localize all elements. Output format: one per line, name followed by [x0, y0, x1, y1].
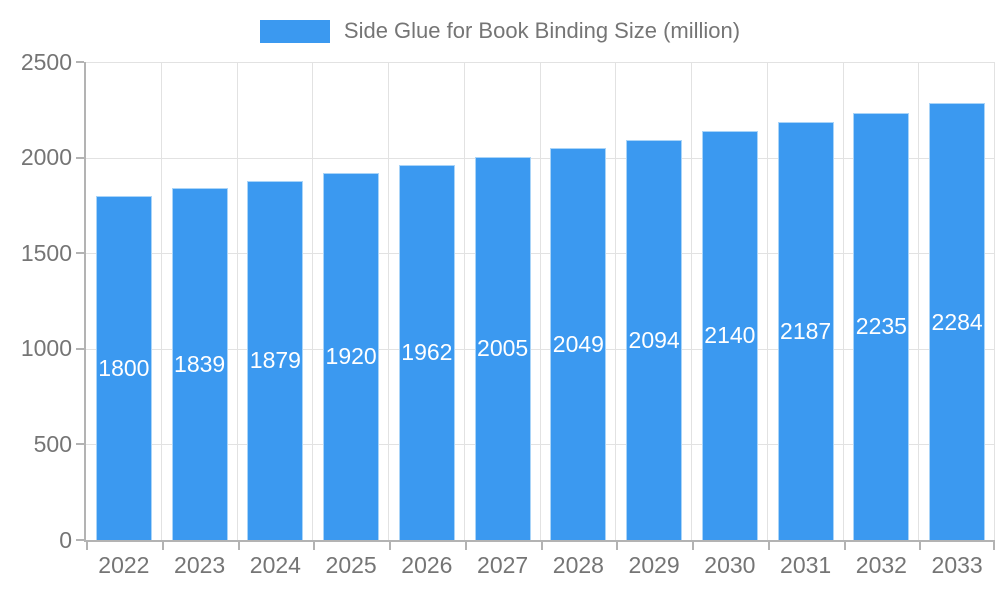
- bar-value-label: 2187: [780, 317, 832, 344]
- x-axis-tick-label: 2022: [98, 552, 150, 578]
- bar: 2187: [777, 121, 834, 540]
- bar: 2140: [701, 130, 758, 540]
- x-axis-tick-label: 2027: [477, 552, 529, 578]
- x-gridline: [539, 62, 541, 540]
- x-gridline: [615, 62, 617, 540]
- bar: 1920: [323, 172, 380, 540]
- x-axis-tick-mark: [389, 542, 391, 550]
- y-gridline: [86, 253, 995, 255]
- x-axis-tick-mark: [843, 542, 846, 550]
- bar: 1839: [171, 188, 228, 540]
- y-axis-tick-label: 500: [33, 430, 72, 457]
- y-axis-tick-mark: [76, 156, 84, 159]
- bar-value-label: 2049: [552, 331, 604, 358]
- x-axis-tick-label: 2030: [704, 552, 756, 578]
- x-gridline: [160, 62, 162, 540]
- x-axis-tick-mark: [692, 542, 694, 550]
- bar: 2284: [929, 103, 986, 540]
- bar-value-label: 1800: [98, 354, 150, 381]
- bar-value-label: 1879: [249, 347, 301, 374]
- y-axis-tick-label: 2000: [20, 144, 72, 171]
- x-axis-tick-mark: [919, 542, 922, 550]
- bar-value-label: 2284: [931, 308, 983, 335]
- x-gridline: [236, 62, 238, 540]
- x-axis-tick-mark: [616, 542, 619, 550]
- bar-value-label: 2140: [704, 322, 756, 349]
- y-gridline: [86, 62, 995, 63]
- x-axis-tick-label: 2032: [855, 552, 907, 578]
- y-axis-tick-label: 1500: [20, 239, 72, 266]
- x-axis-tick-label: 2033: [931, 552, 983, 578]
- x-axis-tick-mark: [993, 542, 995, 550]
- y-axis-tick-mark: [76, 61, 84, 63]
- bar: 2094: [626, 139, 683, 540]
- x-axis-tick-label: 2031: [780, 552, 832, 578]
- bar-value-label: 2235: [855, 313, 907, 340]
- bar: 1962: [398, 164, 455, 540]
- x-gridline: [994, 62, 995, 540]
- x-axis-tick-mark: [540, 542, 543, 550]
- x-axis-tick-label: 2025: [325, 552, 377, 578]
- x-axis-tick-label: 2024: [249, 552, 301, 578]
- legend-label: Side Glue for Book Binding Size (million…: [343, 18, 741, 43]
- bar-value-label: 2094: [628, 326, 680, 353]
- x-axis-tick-label: 2029: [628, 552, 680, 578]
- x-axis-tick-mark: [86, 542, 88, 550]
- bar: 2005: [474, 156, 531, 540]
- bar-value-label: 1920: [325, 343, 377, 370]
- y-axis-tick-mark: [76, 443, 84, 446]
- legend-item[interactable]: Side Glue for Book Binding Size (million…: [0, 18, 1000, 44]
- x-gridline: [463, 62, 465, 540]
- bar: 2049: [550, 148, 607, 540]
- legend-color-swatch-icon: [259, 19, 330, 43]
- x-axis-tick-label: 2023: [174, 552, 226, 578]
- bar-value-label: 1962: [401, 339, 453, 366]
- y-gridline: [86, 444, 995, 446]
- x-axis-tick-label: 2028: [552, 552, 604, 578]
- x-axis-line: [84, 540, 995, 542]
- y-axis-tick-label: 2500: [20, 48, 72, 75]
- bar-value-label: 2005: [477, 335, 529, 362]
- x-axis-tick-mark: [767, 542, 770, 550]
- x-gridline: [312, 62, 314, 540]
- x-axis-tick-mark: [161, 542, 164, 550]
- bar: 2235: [853, 112, 910, 540]
- x-axis-tick-mark: [237, 542, 240, 550]
- x-axis-tick-label: 2026: [401, 552, 453, 578]
- y-axis-tick-label: 0: [59, 526, 72, 553]
- y-gridline: [86, 348, 995, 350]
- bar: 1879: [247, 180, 304, 540]
- y-axis-tick-mark: [76, 539, 84, 541]
- x-gridline: [691, 62, 692, 540]
- x-gridline: [388, 62, 389, 540]
- y-axis-tick-mark: [76, 347, 84, 350]
- y-axis-line: [84, 62, 86, 540]
- y-axis-tick-label: 1000: [20, 335, 72, 362]
- x-axis-tick-mark: [313, 542, 316, 550]
- x-gridline: [842, 62, 844, 540]
- x-axis-tick-mark: [464, 542, 467, 550]
- x-gridline: [766, 62, 768, 540]
- y-axis-tick-mark: [76, 252, 84, 255]
- x-gridline: [918, 62, 920, 540]
- y-gridline: [86, 157, 995, 159]
- bar: 1800: [95, 195, 152, 540]
- plot-area: 0 500 1000 1500 2000 2500 1800 2022 1839 2023 1879…: [21, 50, 995, 577]
- bar-value-label: 1839: [174, 351, 226, 378]
